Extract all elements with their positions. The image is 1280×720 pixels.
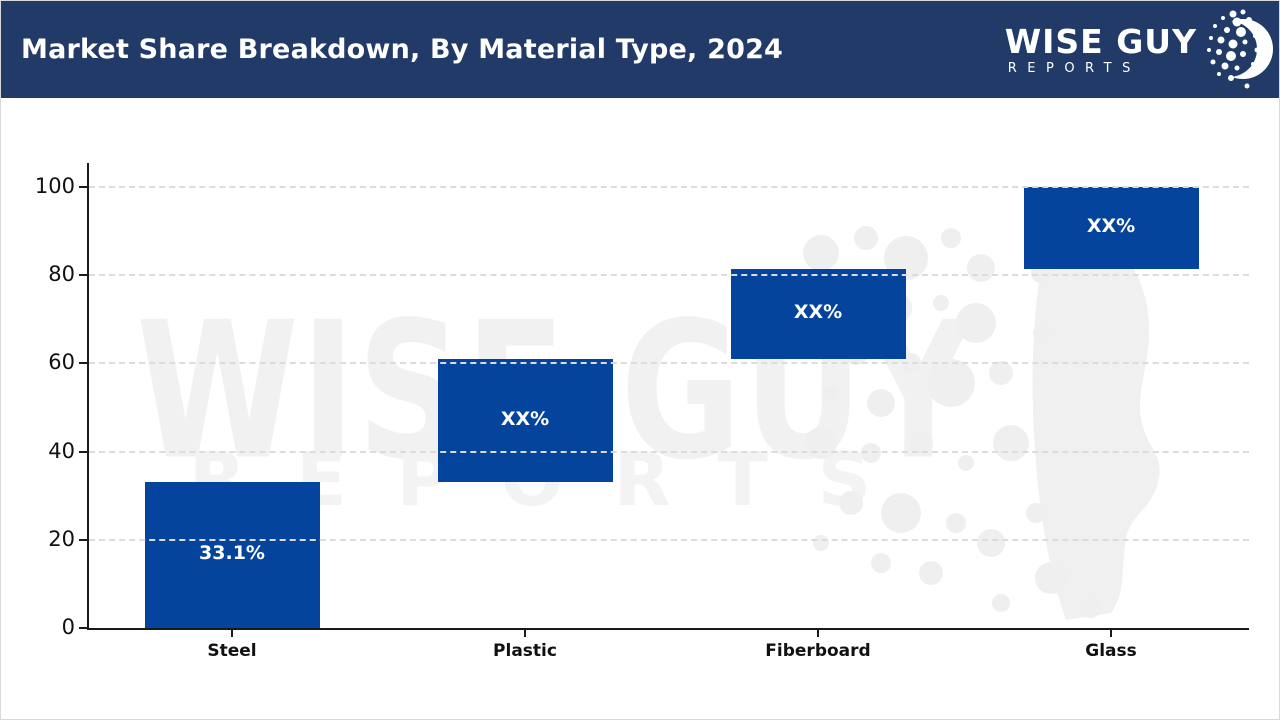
- x-tick-plastic: [524, 630, 526, 637]
- y-tick-0: [79, 627, 87, 629]
- y-tick-20: [79, 538, 87, 541]
- gridline-40: [89, 450, 1249, 453]
- y-axis-line: [87, 163, 89, 630]
- bar-label-fiberboard: XX%: [793, 300, 843, 323]
- bar-label-plastic: XX%: [500, 407, 550, 430]
- bar-fiberboard: [730, 268, 906, 359]
- header: Market Share Breakdown, By Material Type…: [1, 1, 1279, 98]
- logo-wordmark: WISE GUY: [1004, 21, 1197, 61]
- x-label-glass: Glass: [1085, 641, 1137, 661]
- y-tick-label-100: 100: [34, 174, 75, 198]
- page-title: Market Share Breakdown, By Material Type…: [21, 34, 784, 65]
- y-tick-100: [79, 186, 87, 188]
- y-tick-label-0: 0: [61, 615, 75, 639]
- gridline-80: [89, 274, 1249, 277]
- wise-guy-logo: WISE GUY REPORTS: [1005, 6, 1275, 94]
- logo-subtitle: REPORTS: [1007, 60, 1141, 76]
- x-tick-steel: [231, 630, 233, 637]
- x-tick-fiberboard: [817, 630, 819, 637]
- dotted-head-icon: [1201, 9, 1273, 88]
- bar-label-glass: XX%: [1086, 214, 1136, 237]
- gridline-60: [89, 362, 1249, 365]
- bar-plastic: [437, 358, 613, 483]
- bar-steel: [144, 482, 320, 628]
- x-label-fiberboard: Fiberboard: [765, 641, 871, 661]
- gridline-20: [89, 538, 1249, 541]
- x-tick-glass: [1110, 630, 1112, 637]
- x-label-plastic: Plastic: [493, 641, 557, 661]
- gridline-100: [89, 186, 1249, 188]
- y-tick-40: [79, 450, 87, 453]
- y-tick-label-60: 60: [48, 350, 75, 375]
- y-tick-60: [79, 362, 87, 365]
- y-tick-label-40: 40: [48, 438, 75, 463]
- logo-text: WISE GUY REPORTS: [1005, 25, 1197, 75]
- y-tick-label-80: 80: [48, 262, 75, 287]
- x-axis-line: [87, 628, 1249, 630]
- y-tick-80: [79, 274, 87, 277]
- x-label-steel: Steel: [207, 641, 257, 661]
- bar-label-steel: 33.1%: [199, 542, 265, 564]
- y-tick-label-20: 20: [48, 526, 75, 551]
- bar-glass: [1023, 187, 1199, 269]
